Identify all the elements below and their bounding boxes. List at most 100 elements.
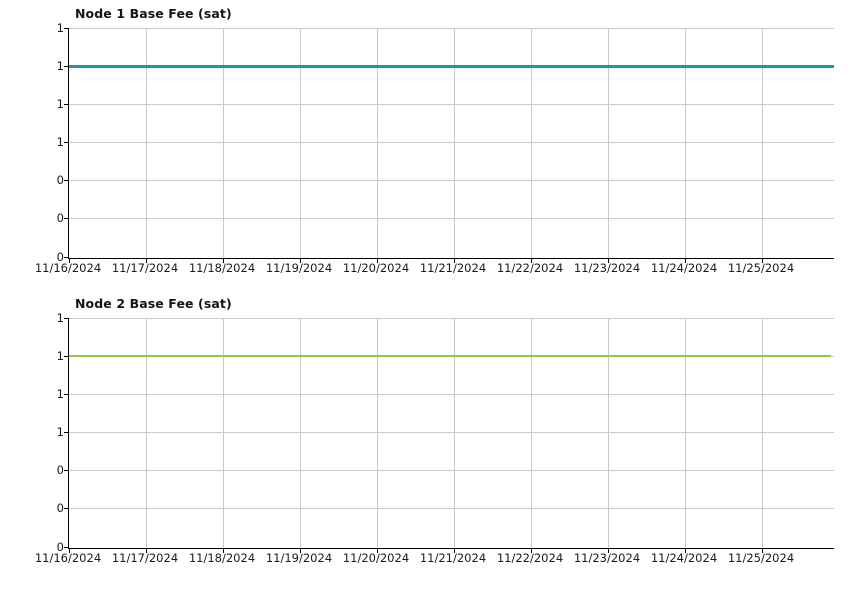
chart-1-xtick-label-0: 11/16/2024: [34, 261, 102, 275]
chart-2-gridline-v-5: [454, 318, 455, 548]
chart-1-xtick-label-9: 11/25/2024: [727, 261, 795, 275]
chart-1-y-axis-labels: 1 1 1 1 0 0 0: [30, 22, 64, 263]
chart-1-gridline-v-5: [454, 28, 455, 258]
chart-1-xtick-label-5: 11/21/2024: [419, 261, 487, 275]
chart-2-xtick-0: [69, 548, 70, 553]
chart-1-xtick-1: [146, 258, 147, 263]
chart-1-xtick-label-7: 11/23/2024: [573, 261, 641, 275]
chart-1-gridline-v-3: [300, 28, 301, 258]
chart-2-title: Node 2 Base Fee (sat): [75, 296, 232, 311]
chart-2-ytick-3: [64, 432, 69, 433]
chart-2-gridline-v-8: [685, 318, 686, 548]
chart-1-gridline-v-4: [377, 28, 378, 258]
chart-1-ytick-2: [64, 104, 69, 105]
chart-2-xtick-8: [685, 548, 686, 553]
chart-1-xtick-7: [608, 258, 609, 263]
chart-2-xtick-label-5: 11/21/2024: [419, 551, 487, 565]
chart-2-gridline-v-6: [531, 318, 532, 548]
chart-2-gridline-v-1: [146, 318, 147, 548]
chart-1-ytick-label-2: 1: [56, 97, 64, 111]
chart-1-xtick-8: [685, 258, 686, 263]
chart-1-ytick-5: [64, 218, 69, 219]
chart-2-x-axis-labels: 11/16/2024 11/17/2024 11/18/2024 11/19/2…: [0, 551, 860, 567]
chart-2-xtick-5: [454, 548, 455, 553]
chart-1-data-point: [209, 66, 211, 68]
chart-1-data-point: [621, 66, 623, 68]
chart-2-ytick-1: [64, 356, 69, 357]
chart-2-xtick-1: [146, 548, 147, 553]
chart-1-plot-area: [64, 28, 834, 263]
chart-1-ytick-3: [64, 142, 69, 143]
chart-1-xtick-label-1: 11/17/2024: [111, 261, 179, 275]
chart-2-xtick-label-4: 11/20/2024: [342, 551, 410, 565]
chart-2-ytick-2: [64, 394, 69, 395]
chart-2-series-line-node-2: [69, 355, 831, 358]
chart-2-ytick-0: [64, 318, 69, 319]
chart-1-xtick-label-8: 11/24/2024: [650, 261, 718, 275]
chart-1-series-line-node-1: [69, 65, 834, 68]
chart-1-ytick-0: [64, 28, 69, 29]
chart-1-ytick-label-4: 0: [56, 173, 64, 187]
chart-2-ytick-label-2: 1: [56, 387, 64, 401]
chart-1-ytick-1: [64, 66, 69, 67]
chart-2-gridline-v-7: [608, 318, 609, 548]
chart-1-xtick-label-2: 11/18/2024: [188, 261, 256, 275]
chart-1-data-point: [745, 66, 747, 68]
chart-1-ytick-4: [64, 180, 69, 181]
chart-1-gridline-h-3: [69, 142, 834, 143]
chart-1-xtick-label-3: 11/19/2024: [265, 261, 333, 275]
chart-2-gridline-h-3: [69, 432, 834, 433]
chart-panel-node-1: Node 1 Base Fee (sat) 1 1 1 1 0 0 0: [0, 0, 860, 290]
chart-2-ytick-label-6: 0: [56, 540, 64, 554]
chart-2-ytick-4: [64, 470, 69, 471]
chart-2-ytick-label-5: 0: [56, 501, 64, 515]
chart-2-gridline-h-0: [69, 318, 834, 319]
chart-2-gridline-h-4: [69, 470, 834, 471]
chart-2-xtick-6: [531, 548, 532, 553]
chart-1-xtick-3: [300, 258, 301, 263]
chart-2-gridline-v-9: [762, 318, 763, 548]
chart-1-ytick-6: [64, 257, 69, 258]
chart-1-data-point: [659, 66, 661, 68]
chart-1-gridline-v-2: [223, 28, 224, 258]
chart-2-xtick-label-0: 11/16/2024: [34, 551, 102, 565]
chart-2-ytick-label-4: 0: [56, 463, 64, 477]
chart-1-gridline-v-8: [685, 28, 686, 258]
chart-2-ytick-5: [64, 508, 69, 509]
chart-2-ytick-label-1: 1: [56, 349, 64, 363]
chart-2-ytick-6: [64, 547, 69, 548]
chart-2-xtick-2: [223, 548, 224, 553]
chart-2-xtick-label-7: 11/23/2024: [573, 551, 641, 565]
chart-2-gridline-v-4: [377, 318, 378, 548]
chart-1-ytick-label-1: 1: [56, 59, 64, 73]
chart-1-xtick-0: [69, 258, 70, 263]
chart-2-gridline-v-3: [300, 318, 301, 548]
chart-2-xtick-4: [377, 548, 378, 553]
chart-2-gridline-h-2: [69, 394, 834, 395]
chart-1-gridline-h-4: [69, 180, 834, 181]
chart-2-ytick-label-3: 1: [56, 425, 64, 439]
chart-1-xtick-label-6: 11/22/2024: [496, 261, 564, 275]
chart-1-gridline-v-6: [531, 28, 532, 258]
chart-2-y-axis-labels: 1 1 1 1 0 0 0: [30, 312, 64, 553]
chart-2-xtick-7: [608, 548, 609, 553]
chart-1-ytick-label-5: 0: [56, 211, 64, 225]
chart-2-xtick-label-3: 11/19/2024: [265, 551, 333, 565]
chart-2-xtick-label-6: 11/22/2024: [496, 551, 564, 565]
chart-2-xtick-label-8: 11/24/2024: [650, 551, 718, 565]
chart-1-ytick-label-0: 1: [56, 21, 64, 35]
chart-1-gridline-h-2: [69, 104, 834, 105]
chart-2-xtick-label-1: 11/17/2024: [111, 551, 179, 565]
chart-2-plot-area: [64, 318, 834, 553]
chart-1-gridline-h-0: [69, 28, 834, 29]
chart-1-xtick-2: [223, 258, 224, 263]
chart-1-xtick-5: [454, 258, 455, 263]
chart-panel-node-2: Node 2 Base Fee (sat) 1 1 1 1 0 0 0: [0, 290, 860, 590]
chart-1-x-axis-labels: 11/16/2024 11/17/2024 11/18/2024 11/19/2…: [0, 261, 860, 277]
chart-1-data-point: [425, 66, 427, 68]
chart-2-xtick-9: [762, 548, 763, 553]
chart-1-xtick-4: [377, 258, 378, 263]
chart-1-xtick-6: [531, 258, 532, 263]
chart-1-xtick-label-4: 11/20/2024: [342, 261, 410, 275]
chart-2-ytick-label-0: 1: [56, 311, 64, 325]
